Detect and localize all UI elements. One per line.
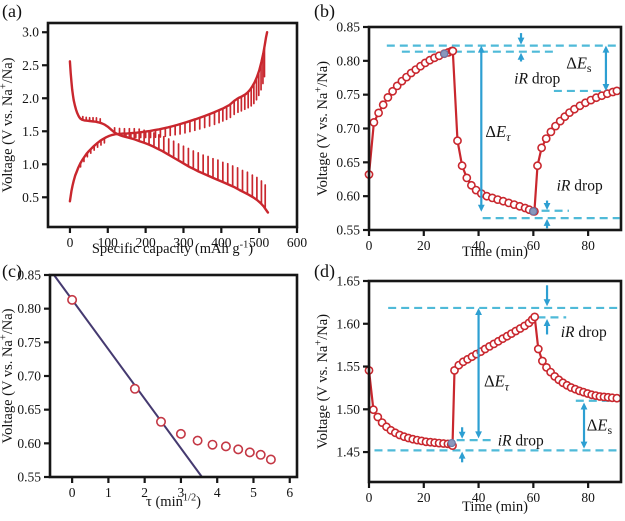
svg-text:3: 3 bbox=[178, 485, 185, 500]
axes: 0 20 40 60 80 0.55 0.60 0.65 0.70 0.75 0.80 0.85 bbox=[336, 20, 623, 253]
fit-line bbox=[53, 274, 203, 478]
series-relaxation-points bbox=[67, 294, 276, 465]
annotation-arrows bbox=[458, 285, 588, 463]
svg-text:0.80: 0.80 bbox=[17, 301, 41, 316]
svg-text:0.75: 0.75 bbox=[17, 335, 41, 350]
svg-text:1.45: 1.45 bbox=[336, 445, 360, 460]
svg-text:0.85: 0.85 bbox=[17, 268, 41, 283]
svg-text:τ (min1/2): τ (min1/2) bbox=[146, 492, 201, 510]
panel-b-label: (b) bbox=[314, 1, 335, 21]
svg-text:0: 0 bbox=[366, 490, 373, 505]
svg-text:0.55: 0.55 bbox=[17, 470, 41, 485]
svg-text:iR drop: iR drop bbox=[514, 71, 560, 88]
chart-b-titration-step-low: 0 20 40 60 80 0.55 0.60 0.65 0.70 0.75 0.80 0.85 Tim… bbox=[313, 20, 623, 260]
svg-text:20: 20 bbox=[417, 238, 431, 253]
svg-text:1.55: 1.55 bbox=[336, 359, 360, 374]
svg-text:0.85: 0.85 bbox=[336, 20, 360, 35]
svg-text:2.0: 2.0 bbox=[22, 91, 39, 106]
svg-text:Time (min): Time (min) bbox=[462, 244, 528, 260]
svg-text:Voltage (V vs. Na+/Na): Voltage (V vs. Na+/Na) bbox=[0, 57, 16, 192]
chart-c-linear-fit: 0 1 2 3 4 5 6 0.55 0.60 0.65 0.70 0.75 0.80 0.85 τ (mi… bbox=[0, 268, 299, 510]
svg-text:iR drop: iR drop bbox=[561, 324, 607, 341]
svg-text:ΔEs: ΔEs bbox=[566, 53, 592, 75]
svg-text:0.70: 0.70 bbox=[336, 121, 360, 136]
svg-text:1.65: 1.65 bbox=[336, 274, 360, 289]
svg-text:0.60: 0.60 bbox=[17, 436, 41, 451]
svg-text:Voltage (V vs. Na+/Na): Voltage (V vs. Na+/Na) bbox=[313, 61, 331, 196]
chart-a-gitt-profile: 0 100 200 300 400 500 600 0.5 1.0 1.5 2.0 2.5 3.0 Spe… bbox=[0, 21, 308, 257]
svg-text:0.60: 0.60 bbox=[336, 189, 360, 204]
annotation-arrows bbox=[477, 33, 610, 229]
panel-c: (c) 0 1 2 3 4 5 6 0.55 0.60 0.65 0.70 0.75 0.80 0.85 τ… bbox=[0, 260, 312, 521]
svg-text:6: 6 bbox=[286, 485, 293, 500]
svg-text:Specific capacity (mAh g-1): Specific capacity (mAh g-1) bbox=[92, 239, 253, 257]
svg-text:0.65: 0.65 bbox=[17, 402, 41, 417]
special-markers bbox=[440, 49, 538, 216]
svg-text:300: 300 bbox=[173, 235, 194, 250]
svg-text:1.5: 1.5 bbox=[22, 124, 39, 139]
svg-text:Voltage (V vs. Na+/Na): Voltage (V vs. Na+/Na) bbox=[313, 314, 331, 449]
svg-text:200: 200 bbox=[136, 235, 157, 250]
svg-text:400: 400 bbox=[211, 235, 232, 250]
axis-titles: Time (min) Voltage (V vs. Na+/Na) bbox=[313, 314, 528, 515]
panel-a-label: (a) bbox=[2, 1, 22, 21]
svg-text:0.70: 0.70 bbox=[17, 369, 41, 384]
svg-text:40: 40 bbox=[472, 490, 486, 505]
svg-text:0.80: 0.80 bbox=[336, 53, 360, 68]
axis-titles: τ (min1/2) Voltage (V vs. Na+/Na) bbox=[0, 308, 201, 510]
axes: 0 100 200 300 400 500 600 0.5 1.0 1.5 2.0 2.5 3.0 bbox=[22, 21, 308, 250]
axis-titles: Time (min) Voltage (V vs. Na+/Na) bbox=[313, 61, 528, 260]
svg-text:80: 80 bbox=[581, 238, 595, 253]
series-gitt-step-discharge bbox=[364, 46, 622, 216]
svg-text:1: 1 bbox=[105, 485, 112, 500]
panel-d: (d) 0 20 40 60 80 1.45 1.50 1.55 1.60 1.65 Time (m… bbox=[312, 260, 625, 521]
special-markers bbox=[447, 438, 456, 448]
svg-text:iR drop: iR drop bbox=[557, 177, 603, 194]
svg-text:4: 4 bbox=[214, 485, 221, 500]
svg-text:0: 0 bbox=[366, 238, 373, 253]
svg-text:2.5: 2.5 bbox=[22, 58, 39, 73]
series-gitt-step-charge bbox=[364, 312, 622, 450]
svg-text:0.75: 0.75 bbox=[336, 87, 360, 102]
svg-text:20: 20 bbox=[417, 490, 431, 505]
svg-text:500: 500 bbox=[249, 235, 270, 250]
panel-a: (a) 0 100 200 300 400 500 600 0.5 1.0 1.5 2.0 2.5 3.… bbox=[0, 0, 312, 260]
svg-text:3.0: 3.0 bbox=[22, 25, 39, 40]
panel-b: (b) 0 20 40 60 80 0.55 0.60 0.65 0.70 0.75 0.80 0.8… bbox=[312, 0, 625, 260]
svg-text:0: 0 bbox=[67, 235, 74, 250]
svg-text:0: 0 bbox=[69, 485, 76, 500]
panel-c-label: (c) bbox=[2, 261, 22, 281]
svg-text:600: 600 bbox=[287, 235, 308, 250]
svg-text:ΔEs: ΔEs bbox=[587, 415, 613, 437]
svg-text:60: 60 bbox=[527, 490, 541, 505]
annotation-labels: ΔEτ iR drop ΔEs iR drop bbox=[485, 53, 603, 194]
svg-text:iR drop: iR drop bbox=[498, 433, 544, 450]
svg-text:40: 40 bbox=[472, 238, 486, 253]
svg-text:ΔEτ: ΔEτ bbox=[485, 122, 511, 144]
series-charge bbox=[68, 31, 269, 203]
svg-text:80: 80 bbox=[581, 490, 595, 505]
reference-dashes bbox=[374, 306, 621, 452]
svg-text:1.0: 1.0 bbox=[22, 157, 39, 172]
svg-text:0.5: 0.5 bbox=[22, 190, 39, 205]
svg-text:5: 5 bbox=[250, 485, 257, 500]
svg-text:0.55: 0.55 bbox=[336, 223, 360, 238]
panel-d-label: (d) bbox=[314, 261, 335, 281]
series-discharge bbox=[68, 60, 270, 214]
svg-text:ΔEτ: ΔEτ bbox=[484, 372, 510, 394]
axes: 0 1 2 3 4 5 6 0.55 0.60 0.65 0.70 0.75 0.80 0.85 bbox=[17, 268, 299, 500]
chart-d-titration-step-high: 0 20 40 60 80 1.45 1.50 1.55 1.60 1.65 Time (min) V… bbox=[313, 274, 623, 515]
annotation-labels: ΔEτ iR drop iR drop ΔEs bbox=[484, 324, 612, 450]
svg-text:60: 60 bbox=[527, 238, 541, 253]
svg-text:1.60: 1.60 bbox=[336, 316, 360, 331]
svg-text:0.65: 0.65 bbox=[336, 155, 360, 170]
svg-text:1.50: 1.50 bbox=[336, 402, 360, 417]
axis-titles: Specific capacity (mAh g-1) Voltage (V vs… bbox=[0, 57, 253, 257]
svg-text:Time (min): Time (min) bbox=[462, 499, 528, 515]
svg-text:2: 2 bbox=[141, 485, 148, 500]
axes: 0 20 40 60 80 1.45 1.50 1.55 1.60 1.65 bbox=[336, 274, 623, 505]
svg-text:100: 100 bbox=[98, 235, 119, 250]
svg-text:Voltage (V vs. Na+/Na): Voltage (V vs. Na+/Na) bbox=[0, 308, 16, 443]
